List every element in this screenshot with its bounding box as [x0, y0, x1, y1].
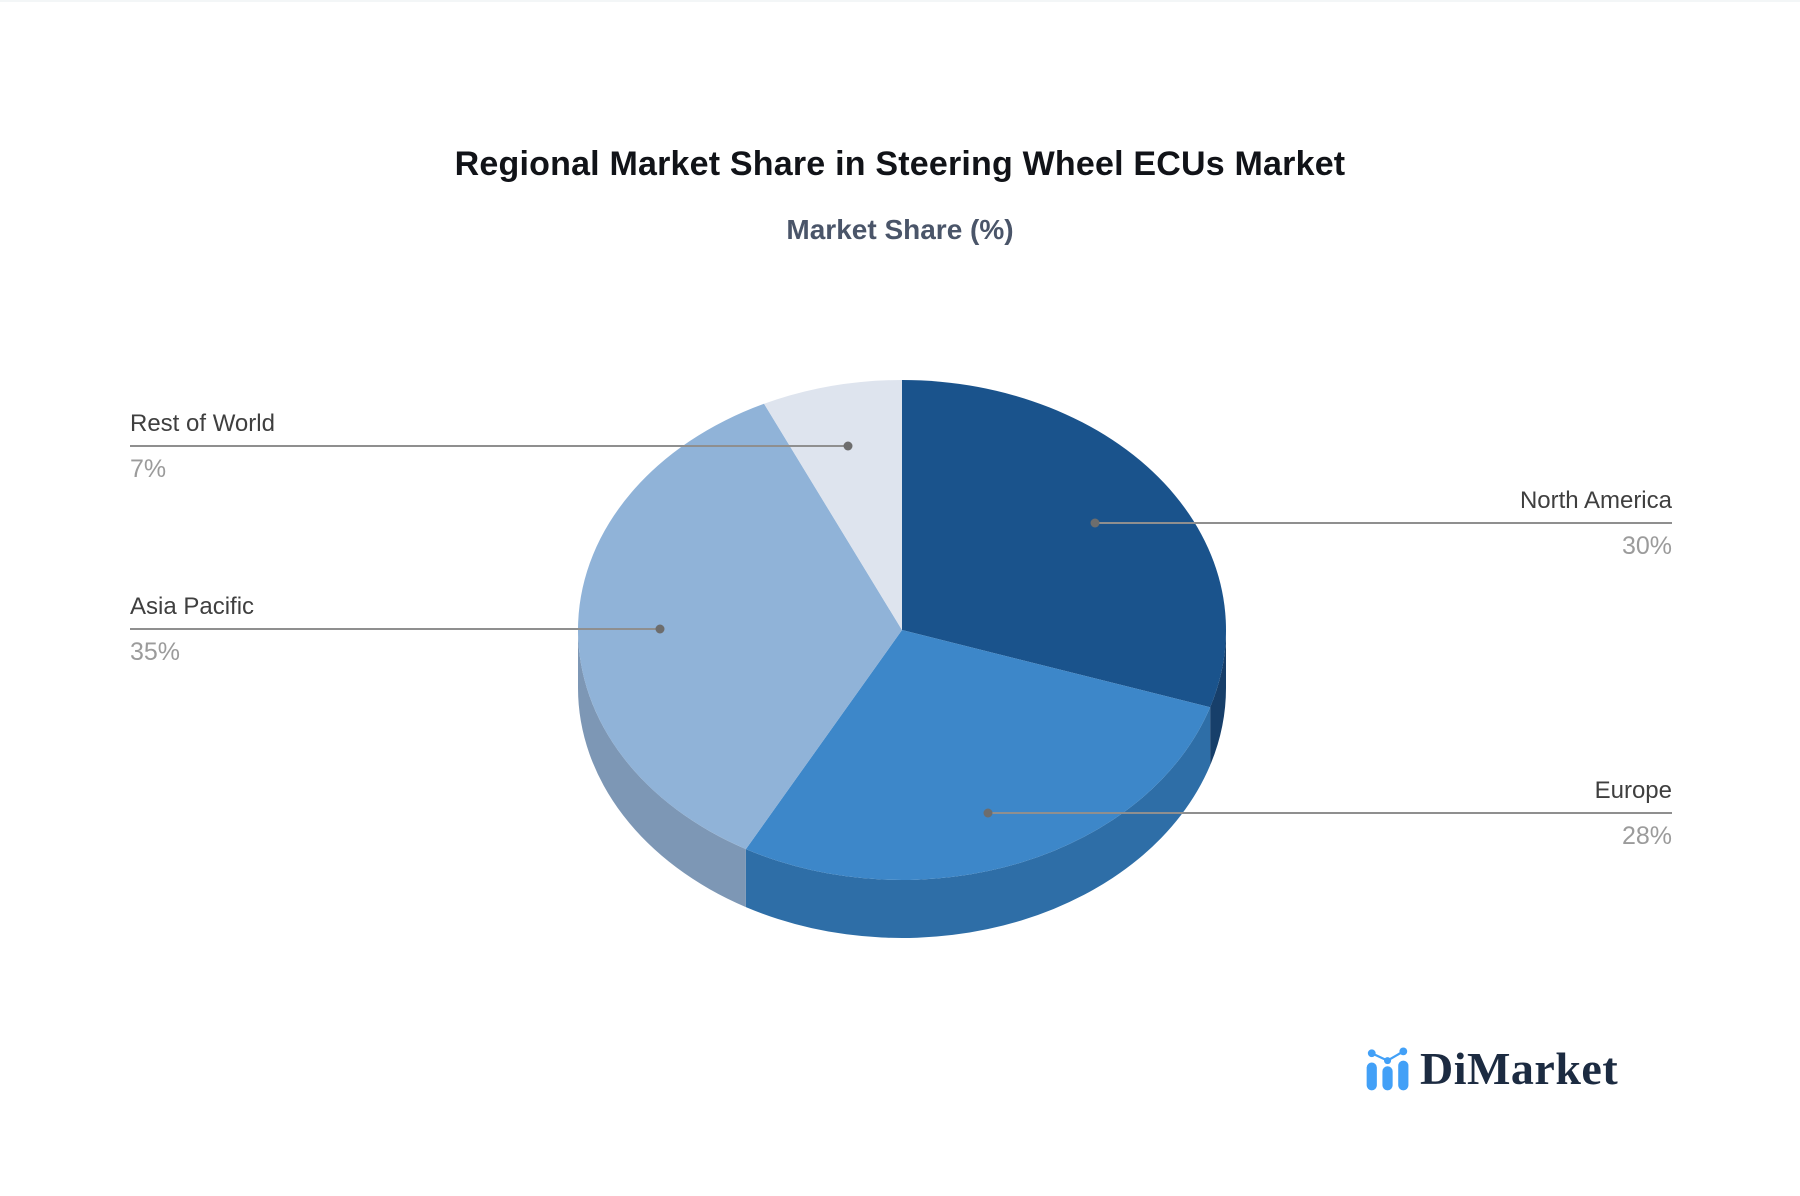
pie-slice-asia-pacific[interactable]	[578, 403, 902, 850]
logo-icon-shape	[1399, 1047, 1408, 1056]
logo-icon-shape	[1366, 1062, 1377, 1091]
leader-dot-rest-of-world	[843, 441, 853, 451]
brand-logo-text: DiMarket	[1420, 1043, 1619, 1094]
logo-icon-shape	[1367, 1049, 1376, 1058]
logo-icon-shape	[1398, 1060, 1409, 1091]
bar-chart-logo-icon	[1366, 1047, 1409, 1091]
screenshot-edge	[0, 0, 1800, 2]
leader-dot-asia-pacific	[655, 624, 665, 634]
leader-dot-north-america	[1090, 518, 1100, 528]
logo-icon-shape	[1382, 1066, 1393, 1091]
chart-title: Regional Market Share in Steering Wheel …	[454, 144, 1346, 183]
pie-slice-side-europe	[745, 707, 1211, 938]
chart-subtitle: Market Share (%)	[786, 214, 1014, 246]
leader-dot-europe	[983, 808, 993, 818]
pie-slice-europe[interactable]	[745, 630, 1211, 880]
pie-slice-rest-of-world[interactable]	[764, 380, 902, 630]
pie-slice-north-america[interactable]	[902, 380, 1226, 708]
pie-slice-side-asia-pacific	[578, 630, 746, 908]
logo-icon-shape	[1384, 1057, 1392, 1065]
brand-logo: DiMarket	[1362, 1042, 1618, 1096]
pie-slice-side-north-america	[1210, 630, 1226, 766]
